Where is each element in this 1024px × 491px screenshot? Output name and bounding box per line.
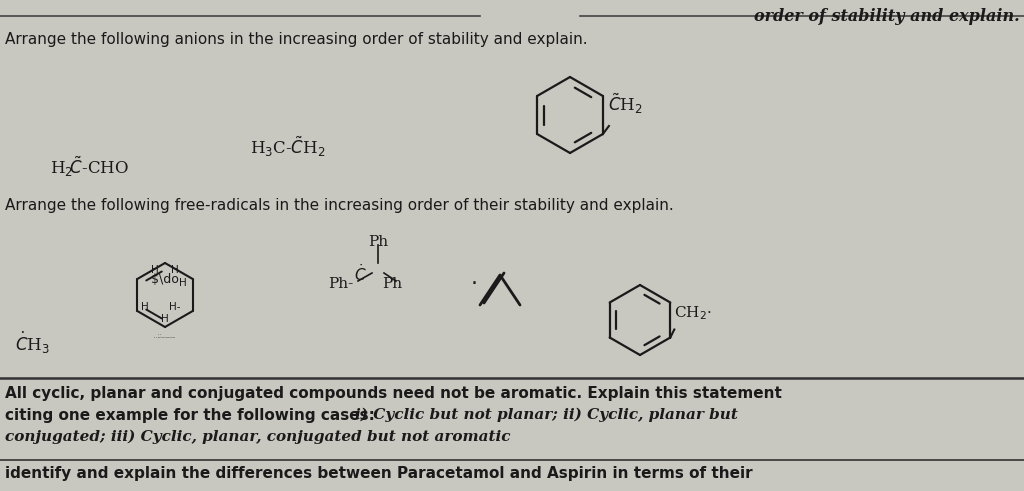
Text: Ph-: Ph- [328, 277, 353, 291]
Text: H: H [161, 314, 169, 324]
Text: i) Cyclic but not planar; ii) Cyclic, planar but: i) Cyclic but not planar; ii) Cyclic, pl… [355, 408, 738, 422]
Text: H-: H- [169, 302, 180, 312]
Text: Arrange the following free-radicals in the increasing order of their stability a: Arrange the following free-radicals in t… [5, 198, 674, 213]
Text: H$_3$C-$\tilde{C}$H$_2$: H$_3$C-$\tilde{C}$H$_2$ [250, 135, 326, 159]
Text: Ph: Ph [382, 277, 402, 291]
Text: Ph: Ph [368, 235, 388, 249]
Text: H: H [152, 265, 159, 275]
Text: citing one example for the following cases:: citing one example for the following cas… [5, 408, 380, 423]
Text: conjugated; iii) Cyclic, planar, conjugated but not aromatic: conjugated; iii) Cyclic, planar, conjuga… [5, 430, 511, 444]
Text: $\tilde{C}$H$_2$: $\tilde{C}$H$_2$ [608, 92, 642, 116]
Text: ·: · [470, 274, 477, 294]
Text: H: H [179, 278, 186, 288]
Text: H$_2\!\tilde{C}$-CHO: H$_2\!\tilde{C}$-CHO [50, 155, 129, 179]
Text: H: H [171, 265, 179, 275]
Text: H: H [141, 302, 150, 312]
Text: All cyclic, planar and conjugated compounds need not be aromatic. Explain this s: All cyclic, planar and conjugated compou… [5, 386, 782, 401]
Text: order of stability and explain.: order of stability and explain. [755, 8, 1020, 25]
Text: $\do: $\do [152, 273, 179, 286]
Text: $\dot{C}$: $\dot{C}$ [353, 263, 367, 284]
Text: identify and explain the differences between Paracetamol and Aspirin in terms of: identify and explain the differences bet… [5, 466, 753, 481]
Text: CH$_2$·: CH$_2$· [675, 304, 712, 322]
Text: CH$_3$...: CH$_3$... [157, 333, 163, 338]
Text: $\dot{C}$H$_3$: $\dot{C}$H$_3$ [15, 330, 50, 356]
Text: $\dot{C}$H$_3$... wait this is CH3 attached: $\dot{C}$H$_3$... wait this is CH3 attac… [153, 335, 176, 341]
Text: Arrange the following anions in the increasing order of stability and explain.: Arrange the following anions in the incr… [5, 32, 588, 47]
